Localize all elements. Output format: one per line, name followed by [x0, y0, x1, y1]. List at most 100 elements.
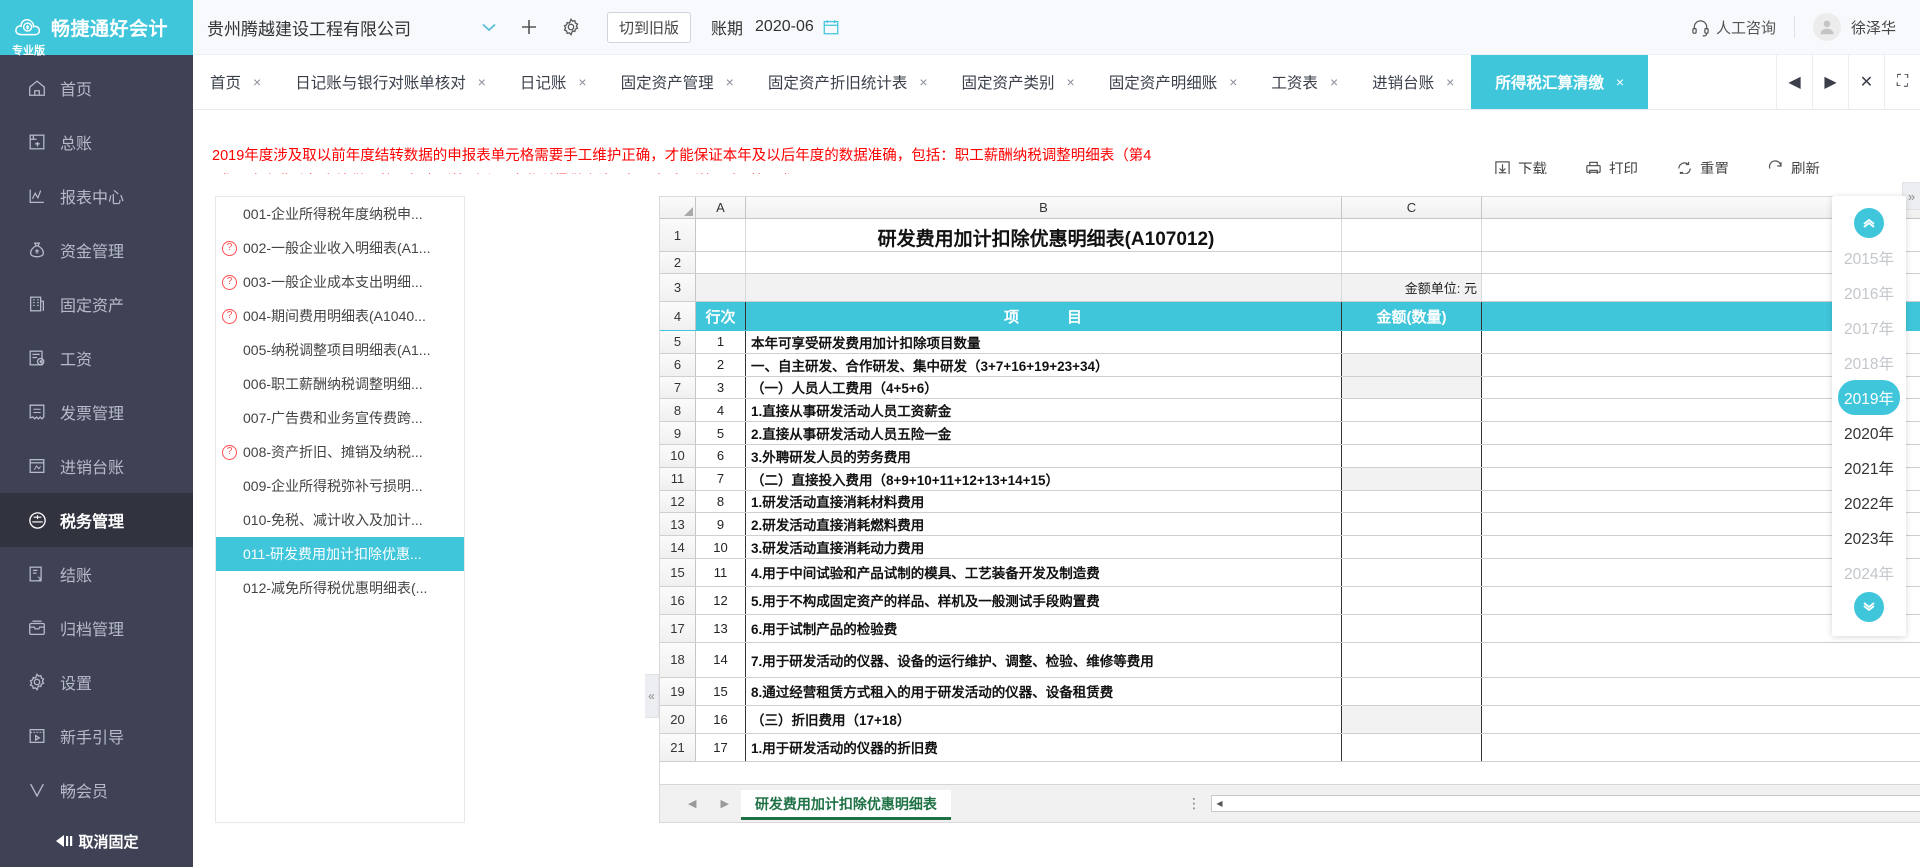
close-icon[interactable]: × [1615, 74, 1625, 90]
table-row[interactable]: 3 金额单位: 元 [660, 274, 1920, 302]
cell-c[interactable] [1342, 353, 1482, 376]
row-header[interactable]: 8 [660, 399, 696, 422]
cell-a[interactable]: 12 [696, 586, 746, 614]
cell-a[interactable] [696, 252, 746, 273]
row-header[interactable]: 11 [660, 467, 696, 490]
tab-item[interactable]: 首页 × [193, 55, 278, 109]
sidebar-item-ledger[interactable]: 总账 [0, 115, 193, 169]
switch-to-old-version-button[interactable]: 切到旧版 [607, 11, 692, 43]
cell-c[interactable] [1342, 331, 1482, 353]
cell-c[interactable] [1342, 705, 1482, 733]
cell-c[interactable] [1342, 444, 1482, 467]
horizontal-scrollbar[interactable]: ◀ ▶ [1210, 795, 1920, 812]
cell-b[interactable]: 3.研发活动直接消耗动力费用 [746, 536, 1342, 558]
cell-c[interactable] [1342, 399, 1482, 422]
cell-c-unit[interactable]: 金额单位: 元 [1342, 274, 1482, 301]
cell-c[interactable] [1342, 376, 1482, 399]
tab-scroll-left-button[interactable]: ◀ [1776, 55, 1812, 109]
cell-a[interactable]: 11 [696, 558, 746, 586]
row-header[interactable]: 13 [660, 513, 696, 536]
table-row[interactable]: 7 3 （一）人员人工费用（4+5+6） [660, 376, 1920, 400]
add-button[interactable] [519, 17, 539, 37]
cell-a[interactable]: 7 [696, 467, 746, 490]
table-row[interactable]: 8 4 1.直接从事研发活动人员工资薪金 [660, 399, 1920, 423]
cell-b[interactable]: 本年可享受研发费用加计扣除项目数量 [746, 331, 1342, 353]
cell-a[interactable]: 4 [696, 399, 746, 422]
cell-b[interactable]: 6.用于试制产品的检验费 [746, 614, 1342, 642]
settings-button[interactable] [561, 17, 581, 37]
row-header[interactable]: 18 [660, 642, 696, 677]
cell-a[interactable]: 13 [696, 614, 746, 642]
cell-a[interactable]: 5 [696, 422, 746, 444]
year-item[interactable]: 2022年 [1844, 495, 1894, 513]
cell-a[interactable]: 6 [696, 444, 746, 467]
cell-c[interactable] [1342, 642, 1482, 677]
cell-c[interactable] [1342, 677, 1482, 705]
cell-b[interactable]: 4.用于中间试验和产品试制的模具、工艺装备开发及制造费 [746, 558, 1342, 586]
table-row[interactable]: 17 13 6.用于试制产品的检验费 [660, 614, 1920, 643]
close-icon[interactable]: × [578, 74, 587, 90]
row-header[interactable]: 19 [660, 677, 696, 705]
table-row[interactable]: 13 9 2.研发活动直接消耗燃料费用 [660, 513, 1920, 537]
hscroll-left-button[interactable]: ◀ [1216, 799, 1223, 808]
cell-c[interactable] [1342, 586, 1482, 614]
form-list-collapse-handle[interactable]: « [645, 674, 659, 718]
cell-b[interactable]: 5.用于不构成固定资产的样品、样机及一般测试手段购置费 [746, 586, 1342, 614]
close-icon[interactable]: × [1066, 74, 1075, 90]
tab-item[interactable]: 固定资产管理 × [604, 55, 751, 109]
cell-c[interactable] [1342, 558, 1482, 586]
close-icon[interactable]: × [477, 74, 486, 90]
list-item[interactable]: 007-广告费和业务宣传费跨... [216, 401, 464, 435]
cell-c[interactable] [1342, 422, 1482, 444]
cell-a[interactable] [696, 274, 746, 301]
table-row[interactable]: 16 12 5.用于不构成固定资产的样品、样机及一般测试手段购置费 [660, 586, 1920, 615]
cell-a[interactable]: 2 [696, 353, 746, 376]
cell-b[interactable]: 1.研发活动直接消耗材料费用 [746, 490, 1342, 513]
row-header[interactable]: 21 [660, 733, 696, 761]
table-row[interactable]: 15 11 4.用于中间试验和产品试制的模具、工艺装备开发及制造费 [660, 558, 1920, 587]
sheet-tab-active[interactable]: 研发费用加计扣除优惠明细表 [740, 790, 951, 820]
cell-b[interactable]: 2.直接从事研发活动人员五险一金 [746, 422, 1342, 444]
cell-b[interactable]: 8.通过经营租赁方式租入的用于研发活动的仪器、设备租赁费 [746, 677, 1342, 705]
tab-item[interactable]: 固定资产折旧统计表 × [751, 55, 945, 109]
table-row[interactable]: 1 研发费用加计扣除优惠明细表(A107012) [660, 219, 1920, 252]
sidebar-item-reports[interactable]: 报表中心 [0, 169, 193, 223]
table-row[interactable]: 12 8 1.研发活动直接消耗材料费用 [660, 490, 1920, 514]
row-header[interactable]: 17 [660, 614, 696, 642]
year-scroll-up-button[interactable] [1854, 208, 1884, 238]
cell-c[interactable] [1342, 513, 1482, 536]
close-icon[interactable]: × [725, 74, 734, 90]
row-header[interactable]: 15 [660, 558, 696, 586]
year-item[interactable]: 2016年 [1844, 285, 1894, 303]
table-row[interactable]: 9 5 2.直接从事研发活动人员五险一金 [660, 422, 1920, 445]
table-row[interactable]: 14 10 3.研发活动直接消耗动力费用 [660, 536, 1920, 559]
tab-item[interactable]: 日记账与银行对账单核对 × [278, 55, 503, 109]
cell-a[interactable]: 14 [696, 642, 746, 677]
year-item[interactable]: 2024年 [1844, 565, 1894, 583]
column-header-a[interactable]: A [696, 197, 746, 218]
row-header[interactable]: 7 [660, 376, 696, 399]
calendar-icon[interactable] [822, 18, 840, 36]
cell-c[interactable] [1342, 733, 1482, 761]
username[interactable]: 徐泽华 [1850, 19, 1896, 37]
close-icon[interactable]: × [919, 74, 928, 90]
cell-a[interactable]: 1 [696, 331, 746, 353]
row-header[interactable]: 2 [660, 252, 696, 273]
sidebar-item-inventory[interactable]: 进销台账 [0, 439, 193, 493]
row-header[interactable]: 1 [660, 219, 696, 251]
close-icon[interactable]: × [1446, 74, 1455, 90]
sidebar-item-fixed-assets[interactable]: 固定资产 [0, 277, 193, 331]
sheet-prev-button[interactable]: ◀ [688, 798, 697, 810]
select-all-corner-icon[interactable] [660, 197, 696, 218]
year-item[interactable]: 2021年 [1844, 460, 1894, 478]
tab-fullscreen-button[interactable]: ⛶ [1884, 55, 1920, 109]
column-header-b[interactable]: B [746, 197, 1342, 218]
column-header-c[interactable]: C [1342, 197, 1482, 218]
sidebar-item-closing[interactable]: 结账 [0, 547, 193, 601]
year-item[interactable]: 2018年 [1844, 355, 1894, 373]
list-item[interactable]: 006-职工薪酬纳税调整明细... [216, 367, 464, 401]
cell-a[interactable]: 3 [696, 376, 746, 399]
year-item[interactable]: 2015年 [1844, 250, 1894, 268]
company-selector[interactable]: 贵州腾越建设工程有限公司 [207, 15, 497, 40]
row-header[interactable]: 9 [660, 422, 696, 444]
